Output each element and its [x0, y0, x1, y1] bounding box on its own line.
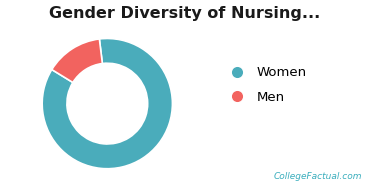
Text: CollegeFactual.com: CollegeFactual.com: [274, 172, 363, 181]
Wedge shape: [42, 38, 172, 169]
Wedge shape: [52, 39, 102, 83]
Text: 85.7%: 85.7%: [94, 123, 131, 133]
Text: Gender Diversity of Nursing...: Gender Diversity of Nursing...: [49, 6, 321, 21]
Legend: Women, Men: Women, Men: [218, 61, 312, 109]
